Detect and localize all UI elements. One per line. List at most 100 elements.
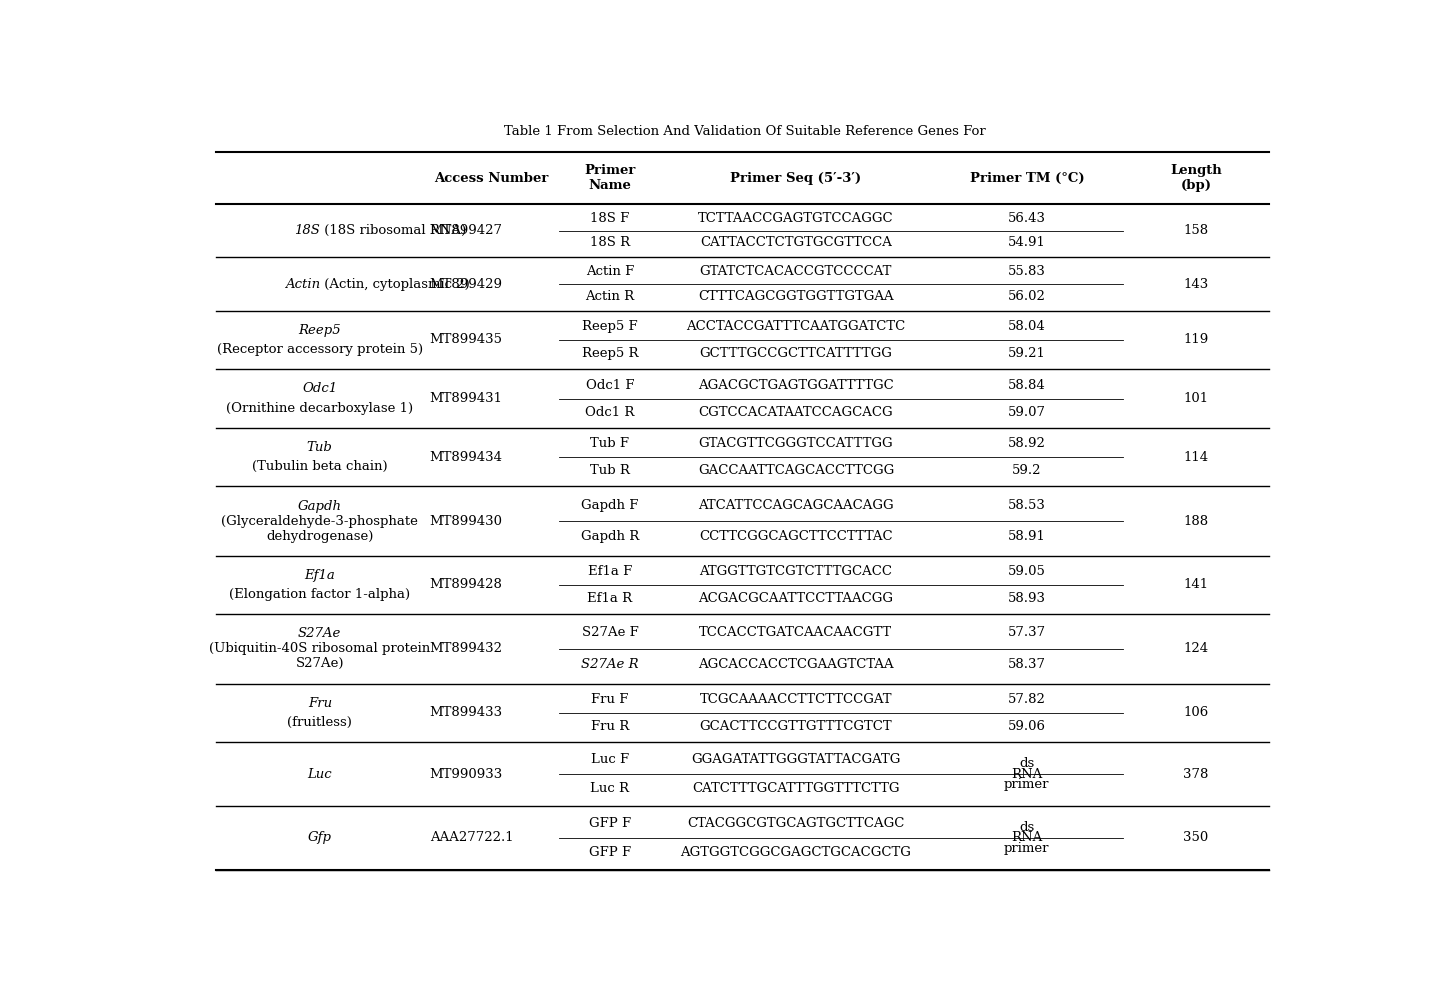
Text: GACCAATTCAGCACCTTCGG: GACCAATTCAGCACCTTCGG	[698, 464, 894, 477]
Text: (Glyceraldehyde-3-phosphate: (Glyceraldehyde-3-phosphate	[221, 515, 419, 528]
Text: Fru F: Fru F	[592, 693, 628, 706]
Text: (fruitless): (fruitless)	[288, 716, 352, 729]
Text: AAA27722.1: AAA27722.1	[430, 831, 513, 844]
Text: 378: 378	[1184, 767, 1208, 781]
Text: 101: 101	[1184, 392, 1208, 405]
Text: RNA: RNA	[1012, 767, 1043, 781]
Text: Gapdh F: Gapdh F	[582, 499, 638, 512]
Text: Actin F: Actin F	[586, 265, 634, 278]
Text: 114: 114	[1184, 451, 1208, 463]
Text: 18S F: 18S F	[590, 212, 630, 225]
Text: Odc1: Odc1	[302, 383, 337, 395]
Text: 58.53: 58.53	[1008, 499, 1045, 512]
Text: Length
(bp): Length (bp)	[1170, 165, 1221, 192]
Text: S27Ae: S27Ae	[298, 627, 342, 640]
Text: Tub F: Tub F	[590, 437, 630, 451]
Text: 350: 350	[1184, 831, 1208, 844]
Text: ACGACGCAATTCCTTAACGG: ACGACGCAATTCCTTAACGG	[698, 592, 893, 605]
Text: MT990933: MT990933	[430, 767, 503, 781]
Text: ds: ds	[1019, 821, 1034, 834]
Text: S27Ae R: S27Ae R	[582, 659, 638, 671]
Text: 59.05: 59.05	[1008, 565, 1045, 578]
Text: 55.83: 55.83	[1008, 265, 1045, 278]
Text: Reep5: Reep5	[298, 323, 342, 337]
Text: GTACGTTCGGGTCCATTTGG: GTACGTTCGGGTCCATTTGG	[698, 437, 893, 451]
Text: MT899428: MT899428	[430, 579, 503, 592]
Text: ACCTACCGATTTCAATGGATCTC: ACCTACCGATTTCAATGGATCTC	[686, 320, 906, 333]
Text: 18S R: 18S R	[590, 237, 630, 249]
Text: Fru: Fru	[308, 697, 332, 710]
Text: (Receptor accessory protein 5): (Receptor accessory protein 5)	[217, 343, 423, 356]
Text: GTATCTCACACCGTCCCCAT: GTATCTCACACCGTCCCCAT	[699, 265, 893, 278]
Text: 58.93: 58.93	[1008, 592, 1045, 605]
Text: GCACTTCCGTTGTTTCGTCT: GCACTTCCGTTGTTTCGTCT	[699, 720, 893, 733]
Text: MT899427: MT899427	[430, 224, 503, 238]
Text: (18S ribosomal RNA): (18S ribosomal RNA)	[320, 224, 467, 238]
Text: Ef1a F: Ef1a F	[587, 565, 632, 578]
Text: 143: 143	[1184, 277, 1208, 291]
Text: Gfp: Gfp	[308, 831, 332, 844]
Text: 106: 106	[1184, 706, 1208, 720]
Text: S27Ae F: S27Ae F	[582, 626, 638, 640]
Text: 56.02: 56.02	[1008, 290, 1045, 303]
Text: TCGCAAAACCTTCTTCCGAT: TCGCAAAACCTTCTTCCGAT	[699, 693, 893, 706]
Text: GFP F: GFP F	[589, 816, 631, 830]
Text: ds: ds	[1019, 757, 1034, 770]
Text: S27Ae): S27Ae)	[295, 658, 345, 670]
Text: Luc R: Luc R	[590, 782, 630, 796]
Text: Actin R: Actin R	[586, 290, 634, 303]
Text: 124: 124	[1184, 643, 1208, 656]
Text: 58.91: 58.91	[1008, 530, 1045, 543]
Text: 59.07: 59.07	[1008, 405, 1045, 418]
Text: MT899432: MT899432	[430, 643, 503, 656]
Text: CTACGGCGTGCAGTGCTTCAGC: CTACGGCGTGCAGTGCTTCAGC	[688, 816, 904, 830]
Text: Gapdh: Gapdh	[298, 500, 342, 513]
Text: CGTCCACATAATCCAGCACG: CGTCCACATAATCCAGCACG	[698, 405, 893, 418]
Text: AGACGCTGAGTGGATTTTGC: AGACGCTGAGTGGATTTTGC	[698, 379, 894, 391]
Text: MT899435: MT899435	[430, 333, 503, 346]
Text: ATCATTCCAGCAGCAACAGG: ATCATTCCAGCAGCAACAGG	[698, 499, 894, 512]
Text: 188: 188	[1184, 515, 1208, 528]
Text: GCTTTGCCGCTTCATTTTGG: GCTTTGCCGCTTCATTTTGG	[699, 347, 893, 360]
Text: MT899431: MT899431	[430, 392, 503, 405]
Text: Ef1a: Ef1a	[304, 569, 336, 582]
Text: Gapdh R: Gapdh R	[580, 530, 640, 543]
Text: GFP F: GFP F	[589, 846, 631, 859]
Text: 58.37: 58.37	[1008, 659, 1045, 671]
Text: 57.37: 57.37	[1008, 626, 1045, 640]
Text: Odc1 F: Odc1 F	[586, 379, 634, 391]
Text: GGAGATATTGGGTATTACGATG: GGAGATATTGGGTATTACGATG	[691, 753, 900, 766]
Text: 59.06: 59.06	[1008, 720, 1045, 733]
Text: (Tubulin beta chain): (Tubulin beta chain)	[252, 460, 388, 473]
Text: Access Number: Access Number	[435, 172, 548, 184]
Text: 57.82: 57.82	[1008, 693, 1045, 706]
Text: Primer Seq (5′-3′): Primer Seq (5′-3′)	[730, 172, 861, 184]
Text: Odc1 R: Odc1 R	[586, 405, 634, 418]
Text: (Elongation factor 1-alpha): (Elongation factor 1-alpha)	[230, 588, 410, 601]
Text: AGCACCACCTCGAAGTCTAA: AGCACCACCTCGAAGTCTAA	[698, 659, 894, 671]
Text: CTTTCAGCGGTGGTTGTGAA: CTTTCAGCGGTGGTTGTGAA	[698, 290, 894, 303]
Text: primer: primer	[1005, 778, 1050, 791]
Text: dehydrogenase): dehydrogenase)	[266, 529, 374, 542]
Text: MT899430: MT899430	[430, 515, 503, 528]
Text: 18S: 18S	[294, 224, 320, 238]
Text: Luc: Luc	[307, 767, 332, 781]
Text: (Ubiquitin-40S ribosomal protein: (Ubiquitin-40S ribosomal protein	[209, 643, 430, 656]
Text: 58.84: 58.84	[1008, 379, 1045, 391]
Text: (Ornithine decarboxylase 1): (Ornithine decarboxylase 1)	[227, 401, 413, 414]
Text: Tub R: Tub R	[590, 464, 630, 477]
Text: 141: 141	[1184, 579, 1208, 592]
Text: Primer
Name: Primer Name	[585, 165, 635, 192]
Text: 59.21: 59.21	[1008, 347, 1045, 360]
Text: CCTTCGGCAGCTTCCTTTAC: CCTTCGGCAGCTTCCTTTAC	[699, 530, 893, 543]
Text: 59.2: 59.2	[1012, 464, 1041, 477]
Text: Reep5 R: Reep5 R	[582, 347, 638, 360]
Text: (Actin, cytoplasmic 2): (Actin, cytoplasmic 2)	[320, 277, 470, 291]
Text: Fru R: Fru R	[590, 720, 630, 733]
Text: 158: 158	[1184, 224, 1208, 238]
Text: 58.04: 58.04	[1008, 320, 1045, 333]
Text: 56.43: 56.43	[1008, 212, 1045, 225]
Text: MT899433: MT899433	[430, 706, 503, 720]
Text: RNA: RNA	[1012, 831, 1043, 844]
Text: CATTACCTCTGTGCGTTCCA: CATTACCTCTGTGCGTTCCA	[699, 237, 891, 249]
